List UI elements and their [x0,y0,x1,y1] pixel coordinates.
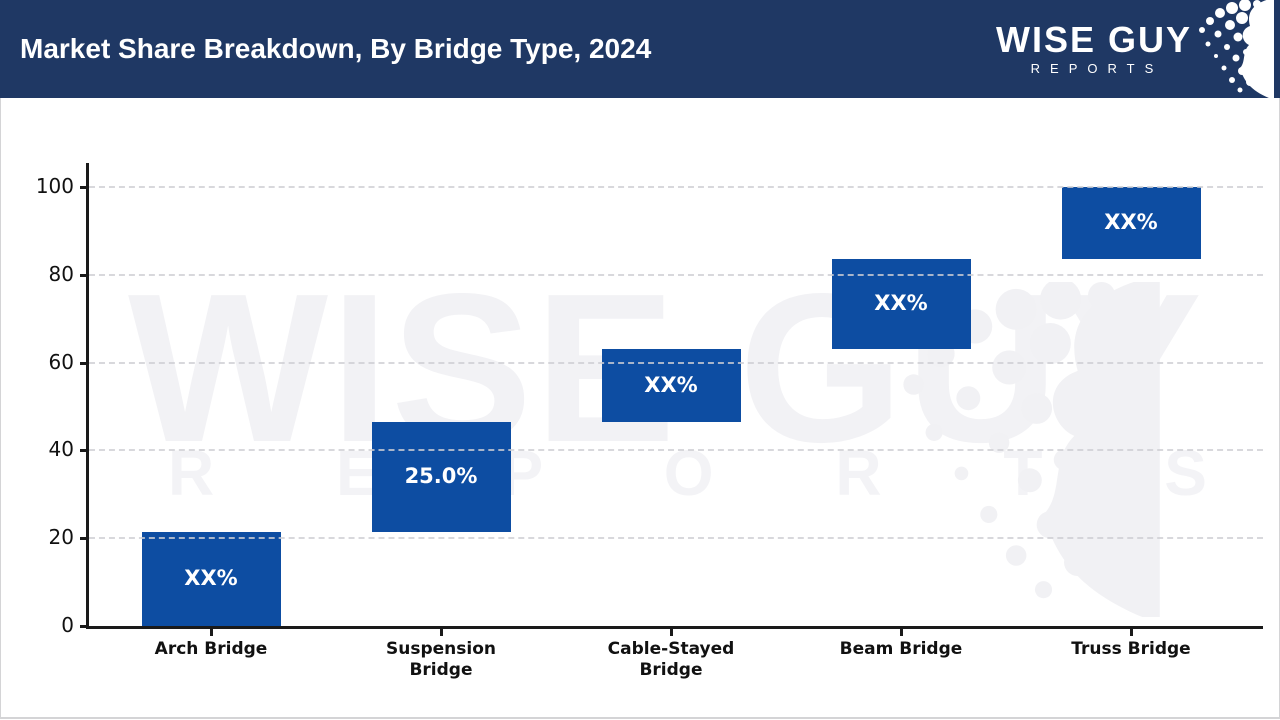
bar-value-label: XX% [644,372,698,397]
gridline-y-40 [89,449,1263,452]
y-tick-100 [80,186,89,189]
bar-value-label: XX% [874,291,928,316]
y-axis-spine [86,163,89,629]
x-tick [670,627,673,636]
logo-wordmark: WISE GUY [995,19,1192,60]
bar-value-label: XX% [184,565,238,590]
y-tick-label: 0 [61,613,74,637]
bar-value-label: 25.0% [404,463,478,488]
y-tick-label: 100 [35,174,74,198]
y-tick-0 [80,625,89,628]
wiseguy-logo: WISE GUY REPORTS [996,0,1274,98]
x-tick-label: Arch Bridge [154,639,268,659]
x-tick [440,627,443,636]
x-tick-label: Suspension Bridge [386,639,496,680]
y-tick-label: 20 [48,525,74,550]
y-tick-label: 40 [48,437,74,462]
bar-truss-bridge [1061,187,1201,260]
chart-title: Market Share Breakdown, By Bridge Type, … [20,33,652,64]
bar-cable-stayed-bridge [601,349,741,422]
x-tick [1130,627,1133,636]
wiseguy-head-icon [1199,0,1274,98]
gridline-y-80 [89,273,1263,276]
header-band: Market Share Breakdown, By Bridge Type, … [0,0,1280,98]
bar-value-label: XX% [1104,210,1158,235]
gridline-y-100 [89,186,1263,188]
bar-arch-bridge [141,531,281,626]
y-tick-60 [80,361,89,365]
wiseguy-logo-text: WISE GUY REPORTS [996,21,1192,77]
x-tick [900,627,903,636]
gridline-y-60 [89,361,1263,364]
x-tick-label: Truss Bridge [1071,639,1191,659]
logo-subtext: REPORTS [1030,61,1164,76]
y-tick-80 [80,273,89,277]
x-axis-spine [86,626,1263,629]
x-tick-label: Cable-Stayed Bridge [607,639,735,680]
y-tick-label: 80 [48,261,74,286]
x-tick [210,627,213,636]
y-tick-label: 60 [48,349,74,374]
y-tick-40 [80,449,89,453]
gridline-y-20 [89,537,1263,540]
y-tick-20 [80,537,89,541]
bar-suspension-bridge [371,421,511,532]
x-tick-label: Beam Bridge [839,639,963,659]
